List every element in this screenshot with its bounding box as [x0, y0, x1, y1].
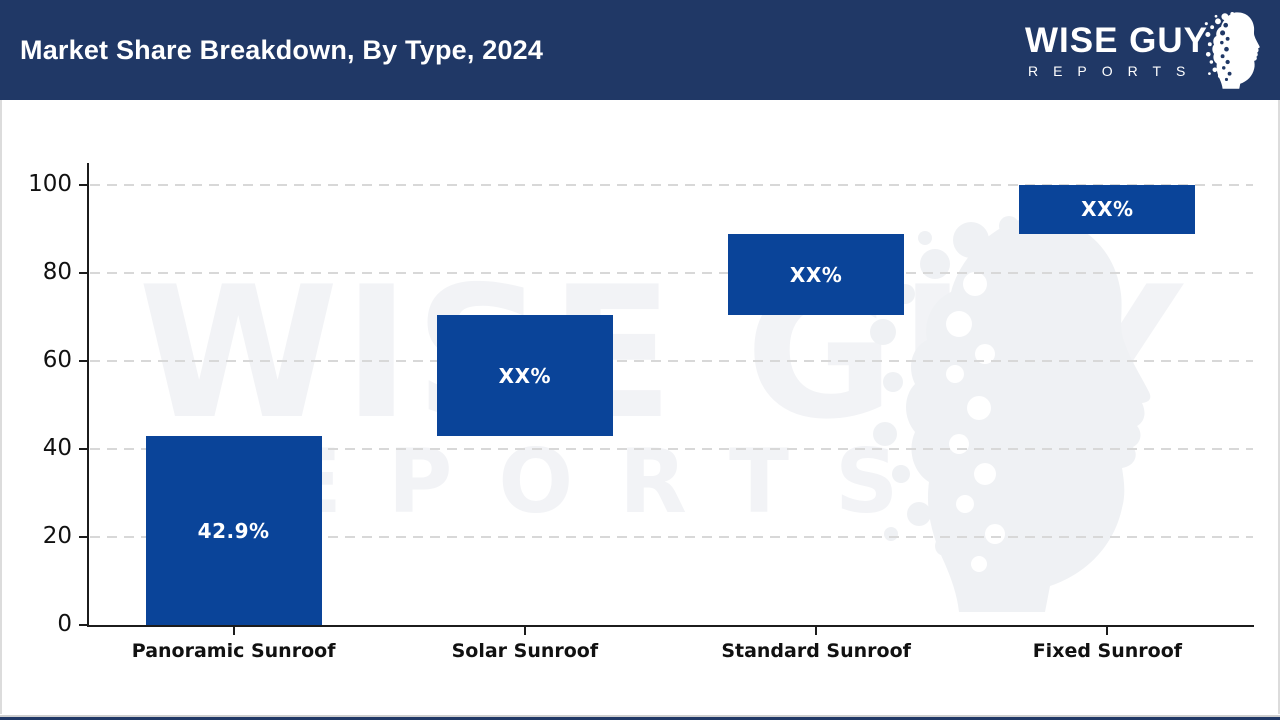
gridline-y-100 [90, 184, 1253, 186]
y-tick-label: 80 [42, 259, 72, 285]
x-axis-line [87, 625, 1254, 627]
gridline-y-20 [90, 536, 1253, 538]
bar-value-label: XX% [789, 262, 843, 287]
page-title: Market Share Breakdown, By Type, 2024 [20, 34, 544, 65]
x-tick-1 [523, 627, 526, 635]
logo-face-icon [1204, 12, 1260, 89]
x-tick-0 [232, 627, 235, 635]
logo-wordmark: WISE GUY REPORTS [1025, 23, 1208, 78]
y-axis-line [87, 163, 89, 627]
y-tick-label: 60 [42, 347, 72, 373]
gridline-y-80 [90, 272, 1253, 274]
y-tick-60 [79, 360, 87, 362]
bar-value-label: XX% [498, 363, 552, 388]
y-tick-80 [79, 272, 87, 274]
x-tick-2 [815, 627, 818, 635]
bar-fixed-sunroof: XX% [1019, 185, 1196, 234]
watermark-face-icon [867, 216, 1151, 612]
x-tick-label: Panoramic Sunroof [131, 640, 336, 662]
bar-solar-sunroof: XX% [436, 315, 613, 437]
gridline-y-40 [90, 448, 1253, 450]
bar-value-label: 42.9% [197, 518, 270, 543]
y-tick-100 [79, 184, 87, 186]
frame-border-bottom [0, 715, 1280, 717]
y-tick-0 [79, 624, 87, 626]
bar-panoramic-sunroof: 42.9% [145, 436, 322, 625]
x-tick-label: Fixed Sunroof [1032, 640, 1183, 662]
x-tick-label: Standard Sunroof [721, 640, 911, 662]
y-tick-label: 0 [57, 611, 72, 637]
footer-accent-strip [0, 717, 1280, 720]
y-tick-label: 100 [28, 171, 72, 197]
gridline-y-60 [90, 360, 1253, 362]
logo-sub-text: REPORTS [1027, 62, 1201, 79]
y-tick-20 [79, 536, 87, 538]
x-tick-3 [1106, 627, 1109, 635]
frame-border-left [0, 100, 2, 714]
logo-main-text: WISE GUY [1024, 20, 1208, 60]
header-bar: Market Share Breakdown, By Type, 2024 WI… [0, 0, 1280, 100]
frame-border-right [1278, 100, 1280, 714]
x-tick-label: Solar Sunroof [451, 640, 599, 662]
y-tick-40 [79, 448, 87, 450]
y-tick-label: 40 [42, 435, 72, 461]
bar-standard-sunroof: XX% [728, 233, 905, 316]
y-tick-label: 20 [42, 523, 72, 549]
wise-guy-logo: WISE GUY REPORTS [1025, 9, 1266, 91]
bar-value-label: XX% [1081, 197, 1134, 222]
